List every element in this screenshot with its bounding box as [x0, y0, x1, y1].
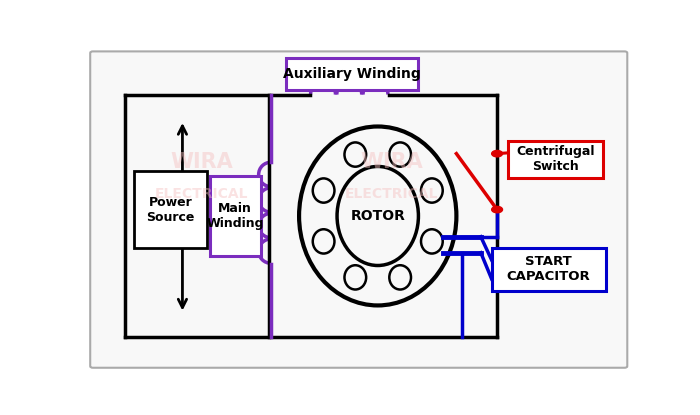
- Circle shape: [491, 151, 503, 157]
- FancyBboxPatch shape: [90, 51, 627, 368]
- Bar: [286, 58, 419, 90]
- Text: Auxiliary Winding: Auxiliary Winding: [283, 67, 421, 81]
- Text: ROTOR: ROTOR: [350, 209, 405, 223]
- Text: WIRA: WIRA: [360, 151, 423, 172]
- Text: Power
Source: Power Source: [146, 195, 195, 224]
- Circle shape: [491, 206, 503, 213]
- Text: Main
Winding: Main Winding: [206, 202, 264, 230]
- Text: START
CAPACITOR: START CAPACITOR: [507, 256, 591, 283]
- Bar: [134, 171, 207, 248]
- Text: ELECTRICAL: ELECTRICAL: [155, 187, 248, 200]
- Bar: [508, 141, 603, 178]
- Text: WIRA: WIRA: [170, 151, 233, 172]
- Bar: [209, 176, 261, 256]
- Text: ELECTRICAL: ELECTRICAL: [344, 187, 438, 200]
- Bar: [491, 248, 606, 291]
- Text: Centrifugal
Switch: Centrifugal Switch: [516, 145, 595, 173]
